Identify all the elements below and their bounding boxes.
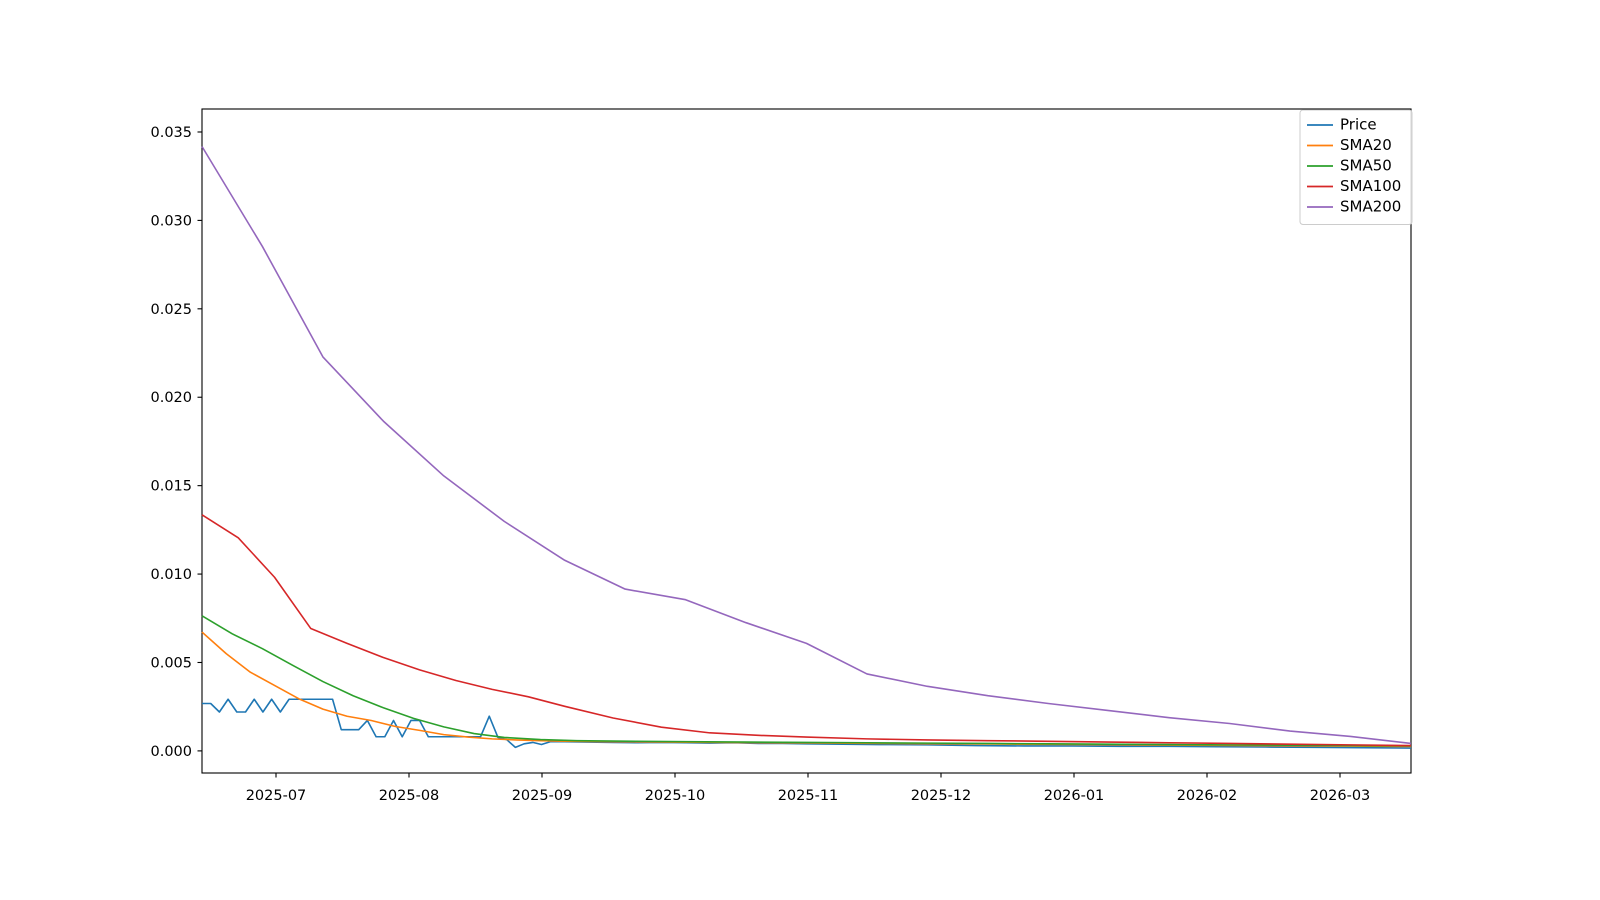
series-line-sma100 (201, 514, 1412, 747)
series-line-price (202, 698, 1412, 749)
series-line-sma20 (201, 631, 1412, 748)
x-axis-ticks: 2025-07 2025-08 2025-09 2025-10 2025-11 2025-… (246, 773, 1371, 804)
x-tick-label: 2025-08 (379, 788, 440, 804)
legend-label-price: Price (1340, 116, 1377, 134)
y-axis-ticks: 0.000 0.005 0.010 0.015 0.020 0.025 0.030 0.035 (150, 125, 202, 760)
x-tick-label: 2026-03 (1310, 788, 1371, 804)
x-tick-label: 2025-10 (645, 788, 706, 804)
data-series-group (201, 146, 1412, 749)
x-tick-label: 2025-09 (512, 788, 573, 804)
chart-legend: Price SMA20 SMA50 SMA100 SMA200 (1299, 109, 1413, 225)
y-tick-label: 0.000 (150, 744, 192, 760)
legend-label-sma100: SMA100 (1340, 177, 1401, 195)
y-tick-label: 0.030 (150, 213, 192, 229)
legend-entry-sma100[interactable]: SMA100 (1307, 177, 1401, 195)
legend-entry-sma200[interactable]: SMA200 (1307, 198, 1401, 216)
x-tick-label: 2026-02 (1177, 788, 1238, 804)
series-line-sma200 (201, 146, 1412, 745)
legend-entry-sma20[interactable]: SMA20 (1307, 136, 1392, 154)
legend-label-sma50: SMA50 (1340, 157, 1392, 175)
x-tick-label: 2025-12 (911, 788, 972, 804)
y-tick-label: 0.005 (150, 655, 192, 671)
y-tick-label: 0.015 (150, 479, 192, 495)
legend-entry-sma50[interactable]: SMA50 (1307, 157, 1392, 175)
legend-label-sma20: SMA20 (1340, 136, 1392, 154)
y-tick-label: 0.010 (150, 567, 192, 583)
legend-box (1299, 109, 1413, 225)
x-tick-label: 2025-11 (778, 788, 839, 804)
x-tick-label: 2026-01 (1044, 788, 1105, 804)
x-tick-label: 2025-07 (246, 788, 307, 804)
y-tick-label: 0.025 (150, 302, 192, 318)
y-tick-label: 0.035 (150, 125, 192, 141)
legend-entry-price[interactable]: Price (1307, 116, 1377, 134)
legend-label-sma200: SMA200 (1340, 198, 1401, 216)
y-tick-label: 0.020 (150, 390, 192, 406)
plot-axes (201, 108, 1412, 774)
axes-frame (201, 108, 1412, 774)
series-line-sma50 (201, 615, 1412, 747)
